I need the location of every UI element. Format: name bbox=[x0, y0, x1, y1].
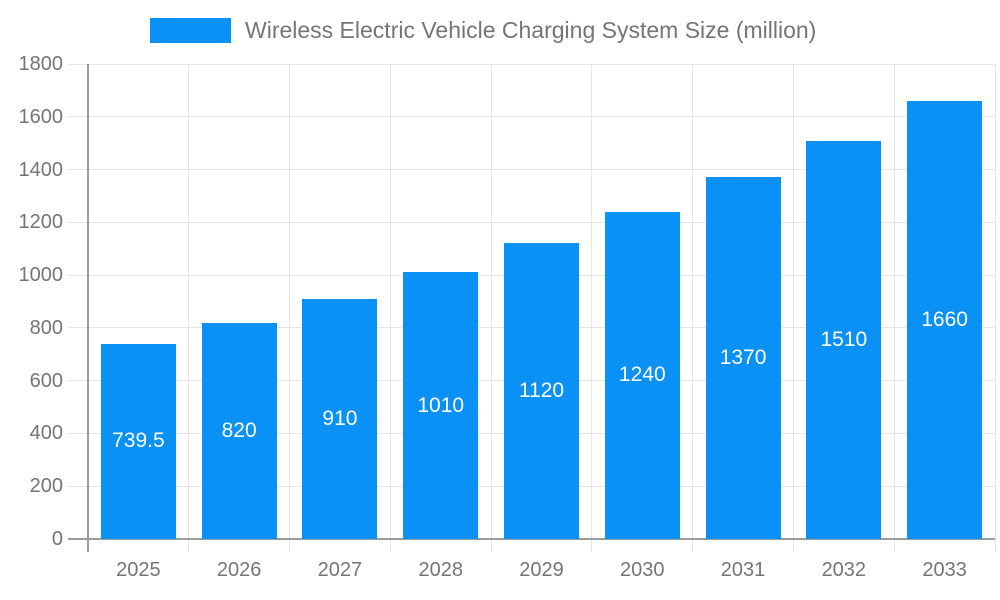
bar bbox=[907, 100, 983, 539]
bar-value-label: 1240 bbox=[618, 363, 666, 387]
bar bbox=[100, 343, 176, 539]
bar-value-label: 820 bbox=[221, 418, 257, 442]
v-gridline bbox=[188, 64, 190, 552]
bar-value-label: 1010 bbox=[417, 393, 465, 417]
v-gridline bbox=[792, 64, 794, 552]
bar bbox=[705, 177, 781, 539]
y-tick-label: 1400 bbox=[18, 158, 64, 181]
y-tick-label: 600 bbox=[29, 369, 63, 392]
v-gridline bbox=[289, 64, 291, 552]
y-tick-label: 1000 bbox=[18, 264, 64, 287]
h-gridline bbox=[68, 63, 995, 65]
bar-value-label: 1370 bbox=[719, 346, 767, 370]
x-tick-label: 2028 bbox=[418, 559, 463, 581]
y-tick-label: 0 bbox=[51, 528, 63, 550]
v-gridline bbox=[692, 64, 694, 552]
x-tick-label: 2033 bbox=[922, 559, 967, 581]
y-tick-label: 400 bbox=[29, 422, 63, 445]
h-gridline bbox=[68, 116, 995, 118]
bar bbox=[302, 298, 378, 539]
bar bbox=[403, 272, 479, 539]
bar bbox=[806, 140, 882, 539]
y-tick-label: 1200 bbox=[18, 211, 64, 234]
h-gridline bbox=[68, 221, 995, 223]
x-tick-label: 2031 bbox=[720, 559, 766, 581]
legend: Wireless Electric Vehicle Charging Syste… bbox=[150, 17, 816, 44]
v-gridline bbox=[893, 64, 895, 552]
v-gridline bbox=[994, 64, 996, 552]
x-tick-label: 2027 bbox=[317, 559, 363, 581]
bar-value-label: 1510 bbox=[820, 327, 868, 351]
y-tick-label: 1600 bbox=[18, 105, 64, 128]
y-tick-label: 200 bbox=[29, 475, 63, 498]
bar bbox=[504, 243, 579, 539]
legend-swatch bbox=[150, 18, 231, 43]
v-gridline bbox=[591, 64, 593, 552]
h-gridline bbox=[68, 169, 995, 171]
bar bbox=[201, 322, 277, 539]
y-tick-label: 1800 bbox=[18, 53, 64, 75]
x-tick-label: 2029 bbox=[519, 559, 564, 581]
chart-title: Wireless Electric Vehicle Charging Syste… bbox=[245, 17, 817, 43]
y-tick-label: 800 bbox=[29, 316, 63, 339]
x-tick-label: 2026 bbox=[216, 559, 262, 581]
bar-value-label: 1120 bbox=[518, 379, 565, 403]
bar-value-label: 739.5 bbox=[112, 429, 165, 453]
v-gridline bbox=[389, 64, 391, 552]
y-axis-line bbox=[87, 64, 89, 552]
v-gridline bbox=[490, 64, 492, 552]
x-axis-line bbox=[68, 538, 995, 540]
bar-value-label: 1660 bbox=[921, 307, 968, 331]
x-tick-label: 2030 bbox=[620, 559, 665, 581]
x-tick-label: 2032 bbox=[821, 559, 867, 581]
bar-value-label: 910 bbox=[322, 406, 358, 430]
bar bbox=[604, 211, 680, 539]
x-tick-label: 2025 bbox=[116, 559, 161, 581]
